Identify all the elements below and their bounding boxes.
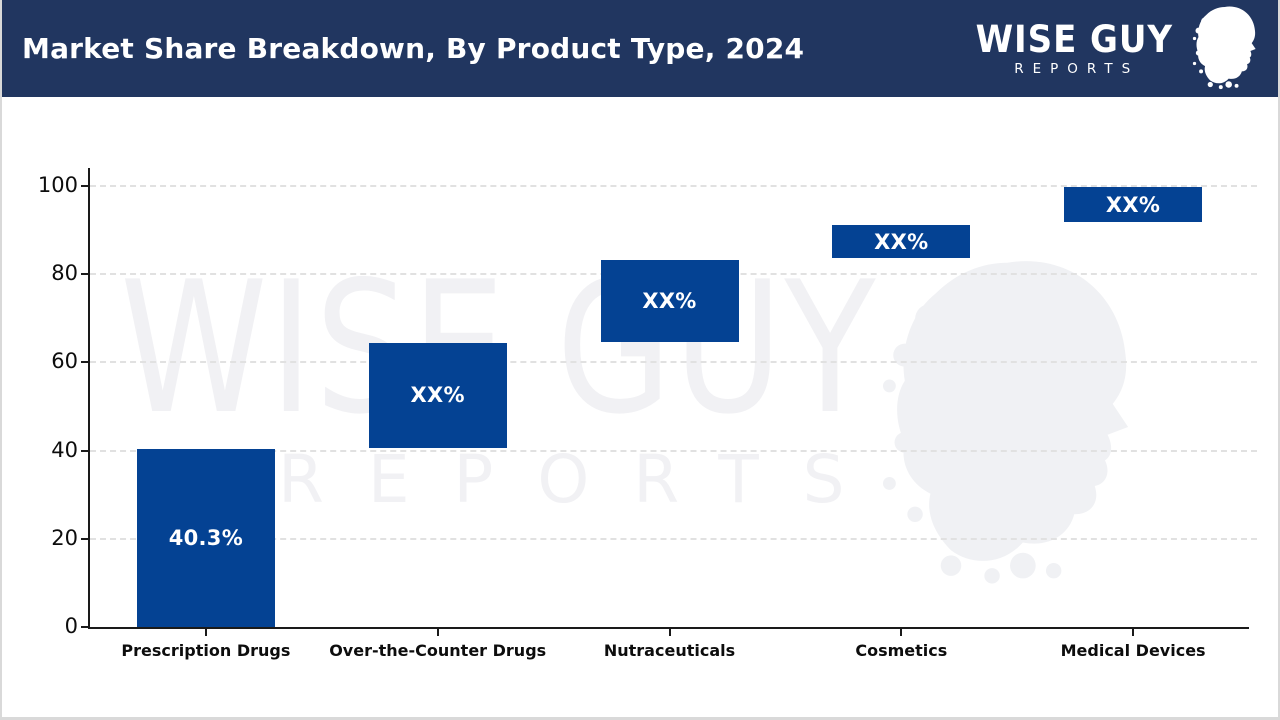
bar-over-the-counter-drugs: XX% — [368, 342, 507, 448]
x-tick-nutraceuticals — [668, 629, 671, 636]
watermark-line2: REPORTS — [278, 441, 889, 518]
bar-value-label-nutraceuticals: XX% — [642, 288, 697, 313]
y-tick-label-60: 60 — [51, 349, 78, 374]
y-tick-20 — [81, 537, 90, 540]
y-tick-40 — [81, 449, 90, 452]
bar-value-label-over-the-counter-drugs: XX% — [410, 383, 465, 408]
bar-prescription-drugs: 40.3% — [136, 449, 275, 627]
page-title: Market Share Breakdown, By Product Type,… — [22, 32, 805, 65]
wiseguy-logo: WISE GUY REPORTS — [967, 3, 1276, 95]
x-label-medical-devices: Medical Devices — [1060, 641, 1206, 660]
y-axis-spine — [88, 168, 90, 629]
x-tick-cosmetics — [900, 629, 903, 636]
header-bar: Market Share Breakdown, By Product Type,… — [2, 0, 1278, 97]
x-axis-spine — [88, 627, 1249, 629]
gridline-60 — [90, 361, 1257, 364]
x-tick-over-the-counter-drugs — [436, 629, 439, 636]
logo-wordmark-main: WISE GUY — [975, 17, 1174, 61]
x-tick-prescription-drugs — [204, 629, 207, 636]
x-label-cosmetics: Cosmetics — [855, 641, 948, 660]
y-tick-label-0: 0 — [64, 614, 78, 638]
y-tick-label-80: 80 — [51, 261, 78, 286]
bar-cosmetics: XX% — [832, 225, 971, 259]
y-tick-0 — [81, 626, 90, 628]
y-tick-label-40: 40 — [51, 437, 78, 462]
y-tick-60 — [81, 361, 90, 364]
x-label-over-the-counter-drugs: Over-the-Counter Drugs — [329, 641, 547, 660]
y-tick-label-100: 100 — [37, 173, 78, 197]
logo-wordmark: WISE GUY REPORTS — [967, 21, 1182, 77]
y-tick-80 — [81, 273, 90, 276]
gridline-20 — [90, 537, 1257, 540]
x-label-prescription-drugs: Prescription Drugs — [121, 641, 291, 660]
bar-value-label-cosmetics: XX% — [874, 229, 929, 254]
bar-value-label-prescription-drugs: 40.3% — [168, 526, 244, 551]
x-label-nutraceuticals: Nutraceuticals — [603, 641, 736, 660]
chart-area: WISE GUY REPORTS 0 20 40 60 80 100 40.3% Prescr… — [2, 97, 1278, 717]
y-tick-label-20: 20 — [51, 525, 78, 550]
x-tick-medical-devices — [1132, 629, 1135, 636]
y-tick-100 — [81, 185, 90, 187]
logo-wordmark-sub: REPORTS — [1014, 60, 1140, 77]
gridline-40 — [90, 449, 1257, 452]
bar-nutraceuticals: XX% — [600, 259, 739, 342]
bar-medical-devices: XX% — [1064, 187, 1203, 223]
bar-value-label-medical-devices: XX% — [1105, 192, 1161, 217]
gridline-100 — [90, 185, 1257, 187]
